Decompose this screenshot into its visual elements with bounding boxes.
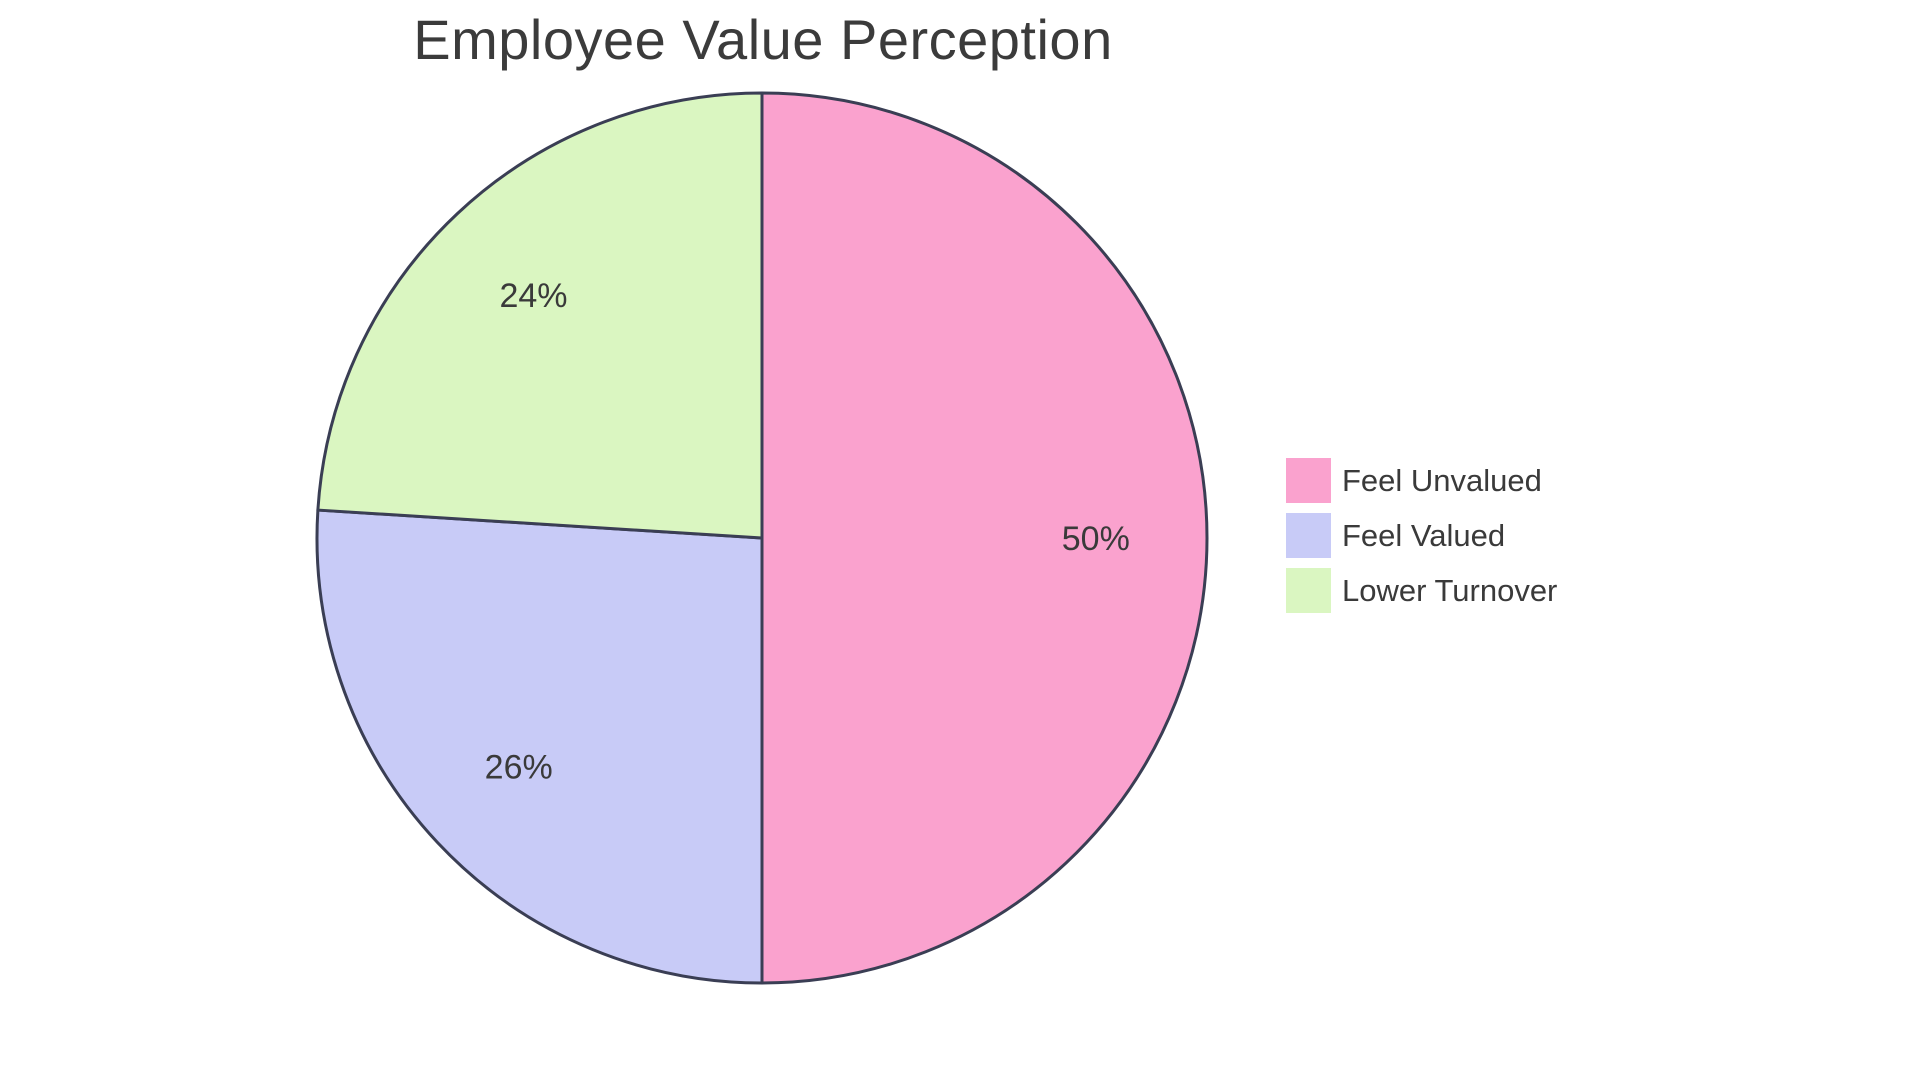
legend-item-lower-turnover[interactable]: Lower Turnover — [1286, 568, 1557, 613]
legend: Feel Unvalued Feel Valued Lower Turnover — [1286, 458, 1557, 623]
legend-item-feel-unvalued[interactable]: Feel Unvalued — [1286, 458, 1557, 503]
pie-slice-percentage-label: 50% — [1062, 520, 1130, 558]
legend-item-feel-valued[interactable]: Feel Valued — [1286, 513, 1557, 558]
legend-label: Lower Turnover — [1342, 572, 1558, 608]
legend-swatch-feel-unvalued — [1286, 458, 1331, 503]
pie-slice-lower-turnover[interactable] — [316, 91, 764, 540]
pie-slice-feel-unvalued[interactable] — [760, 91, 1209, 985]
chart-title: Employee Value Perception — [413, 8, 1113, 71]
legend-label: Feel Unvalued — [1342, 462, 1542, 498]
pie-slice-percentage-label: 26% — [485, 749, 553, 787]
pie-slice-feel-valued[interactable] — [315, 508, 764, 985]
legend-swatch-feel-valued — [1286, 513, 1331, 558]
legend-swatch-lower-turnover — [1286, 568, 1331, 613]
legend-label: Feel Valued — [1342, 517, 1506, 553]
pie-slice-percentage-label: 24% — [499, 277, 567, 315]
